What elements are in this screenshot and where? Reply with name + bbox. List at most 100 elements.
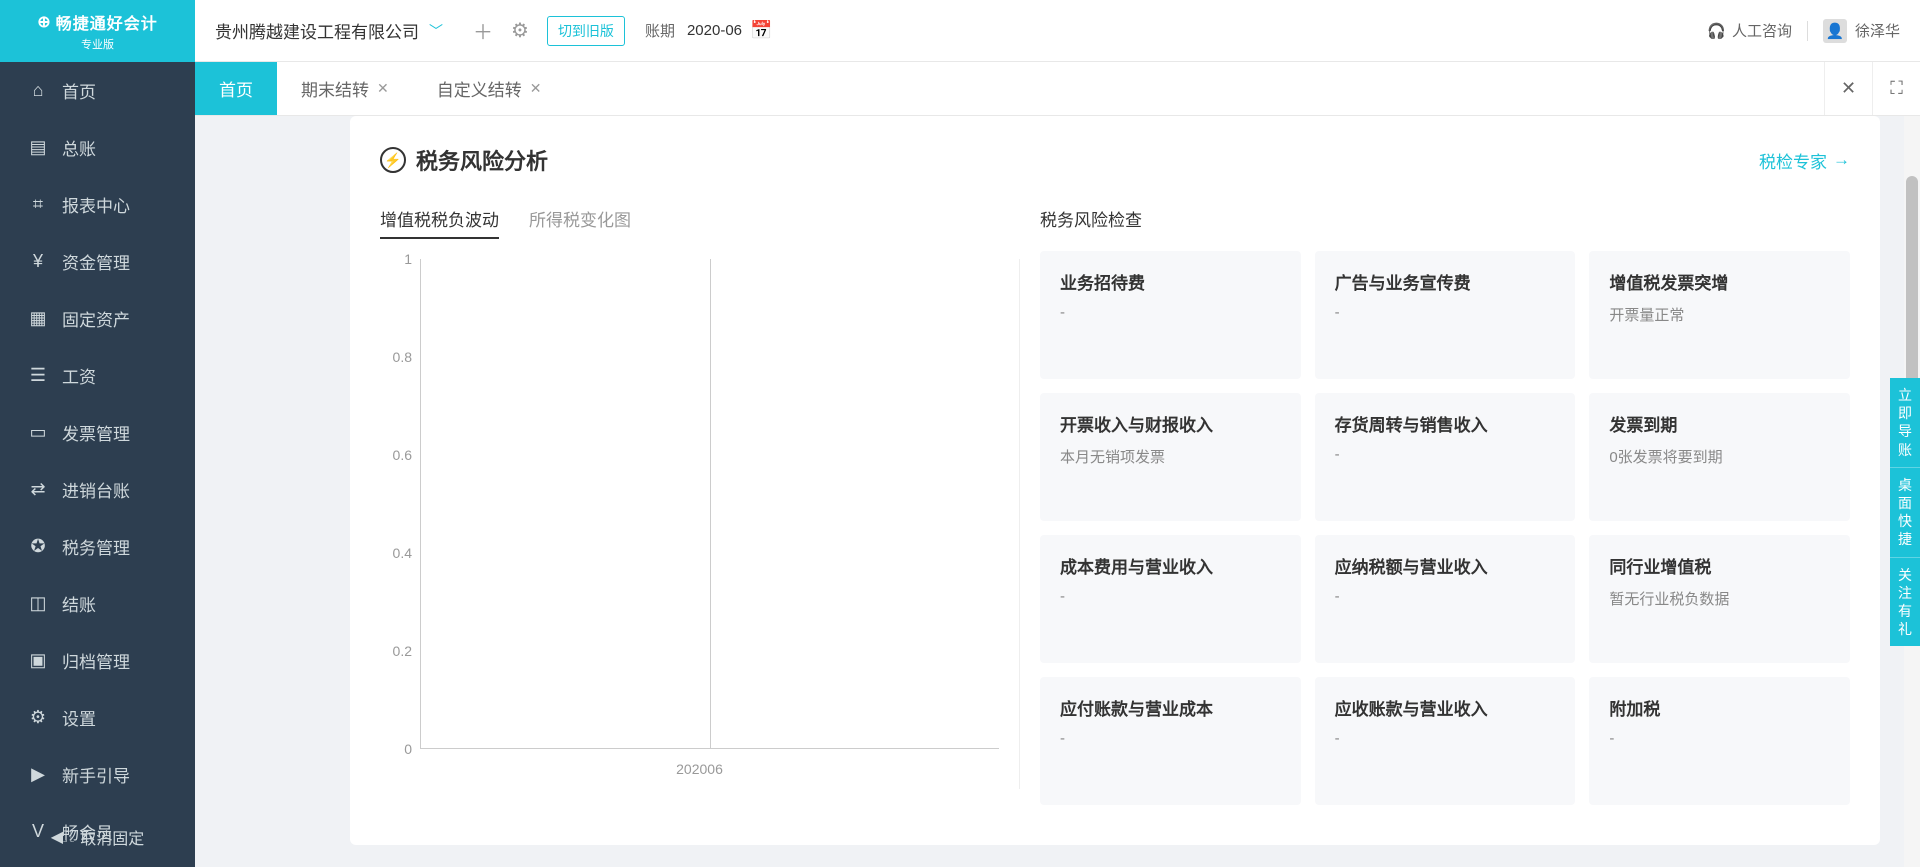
risk-card-value: - (1609, 730, 1830, 747)
sidebar-item-label: 报表中心 (62, 192, 130, 217)
tab-1[interactable]: 期末结转✕ (277, 62, 413, 115)
risk-card-value: - (1060, 730, 1281, 747)
risk-card-title: 应收账款与营业收入 (1335, 695, 1556, 720)
float-button-1[interactable]: 桌面快捷 (1890, 468, 1920, 558)
y-tick: 1 (404, 251, 412, 267)
y-tick: 0.6 (393, 447, 412, 463)
y-axis: 10.80.60.40.20 (380, 259, 420, 749)
panel-title: ⚡ 税务风险分析 (380, 144, 548, 176)
content-area: ⚡ 税务风险分析 税检专家 → 增值税税负波动所得税变化图 10.80.60.4… (195, 116, 1900, 867)
risk-card-10[interactable]: 应收账款与营业收入- (1315, 677, 1576, 805)
risk-cards-section: 税务风险检查 业务招待费-广告与业务宣传费-增值税发票突增开票量正常开票收入与财… (1040, 206, 1850, 805)
tab-label: 自定义结转 (437, 76, 522, 101)
user-name: 徐泽华 (1855, 20, 1900, 41)
float-button-0[interactable]: 立即导账 (1890, 378, 1920, 468)
sidebar-icon: ✪ (28, 536, 48, 557)
tabbar-right: ✕ ⛶ (1824, 62, 1920, 115)
tab-close-icon[interactable]: ✕ (377, 80, 389, 97)
old-version-button[interactable]: 切到旧版 (547, 16, 625, 46)
sidebar-icon: ⌂ (28, 80, 48, 101)
sidebar-item-2[interactable]: ⌗报表中心 (0, 176, 195, 233)
float-button-2[interactable]: 关注有礼 (1890, 558, 1920, 647)
sidebar-icon: ☰ (28, 365, 48, 386)
sidebar-item-label: 归档管理 (62, 648, 130, 673)
sidebar-icon: ¥ (28, 251, 48, 272)
risk-card-3[interactable]: 开票收入与财报收入本月无销项发票 (1040, 393, 1301, 521)
sidebar-item-12[interactable]: ▶新手引导 (0, 746, 195, 803)
cards-section-title: 税务风险检查 (1040, 206, 1850, 231)
cards-grid: 业务招待费-广告与业务宣传费-增值税发票突增开票量正常开票收入与财报收入本月无销… (1040, 251, 1850, 805)
logo-bar: ⊕ 畅捷通好会计 专业版 (0, 0, 195, 62)
company-selector[interactable]: 贵州腾越建设工程有限公司 (215, 18, 419, 43)
risk-card-title: 应付账款与营业成本 (1060, 695, 1281, 720)
risk-card-title: 发票到期 (1609, 411, 1830, 436)
help-link[interactable]: 🎧 人工咨询 (1707, 20, 1792, 41)
risk-card-value: - (1335, 304, 1556, 321)
sidebar-icon: ◫ (28, 593, 48, 614)
risk-card-1[interactable]: 广告与业务宣传费- (1315, 251, 1576, 379)
risk-card-11[interactable]: 附加税- (1589, 677, 1850, 805)
risk-card-title: 成本费用与营业收入 (1060, 553, 1281, 578)
sidebar-footer-label: 取消固定 (80, 825, 144, 849)
y-tick: 0.4 (393, 545, 412, 561)
risk-card-title: 开票收入与财报收入 (1060, 411, 1281, 436)
risk-card-value: 暂无行业税负数据 (1609, 588, 1830, 609)
settings-icon[interactable]: ⚙ (511, 18, 529, 43)
sidebar-item-label: 税务管理 (62, 534, 130, 559)
tab-0[interactable]: 首页 (195, 62, 277, 115)
add-icon[interactable]: ＋ (473, 16, 493, 45)
logo-text: 畅捷通好会计 (56, 10, 158, 34)
period-value[interactable]: 2020-06 (687, 22, 742, 39)
risk-card-7[interactable]: 应纳税额与营业收入- (1315, 535, 1576, 663)
risk-card-6[interactable]: 成本费用与营业收入 - (1040, 535, 1301, 663)
risk-card-0[interactable]: 业务招待费- (1040, 251, 1301, 379)
y-tick: 0.2 (393, 643, 412, 659)
risk-card-2[interactable]: 增值税发票突增开票量正常 (1589, 251, 1850, 379)
chart-tab-1[interactable]: 所得税变化图 (529, 206, 631, 239)
sidebar-item-1[interactable]: ▤总账 (0, 119, 195, 176)
bolt-icon: ⚡ (380, 147, 406, 173)
tab-close-icon[interactable]: ✕ (530, 80, 542, 97)
sidebar-item-label: 资金管理 (62, 249, 130, 274)
y-tick: 0 (404, 741, 412, 757)
tabbar: 首页期末结转✕ 自定义结转 ✕ ✕ ⛶ (195, 62, 1920, 116)
sidebar-item-3[interactable]: ¥ 资金管理 (0, 233, 195, 290)
user-menu[interactable]: 👤 徐泽华 (1823, 19, 1900, 43)
tabs-close-all-icon[interactable]: ✕ (1824, 62, 1872, 115)
sidebar-item-8[interactable]: ✪ 税务管理 (0, 518, 195, 575)
risk-card-value: - (1335, 446, 1556, 463)
company-dropdown-icon[interactable]: ﹀ (429, 21, 443, 41)
tab-2[interactable]: 自定义结转 ✕ (413, 62, 566, 115)
panel-link-text: 税检专家 (1759, 148, 1827, 173)
sidebar-item-label: 固定资产 (62, 306, 130, 331)
risk-card-8[interactable]: 同行业增值税暂无行业税负数据 (1589, 535, 1850, 663)
sidebar-item-11[interactable]: ⚙设置 (0, 689, 195, 746)
risk-card-4[interactable]: 存货周转与销售收入- (1315, 393, 1576, 521)
sidebar-item-10[interactable]: ▣ 归档管理 (0, 632, 195, 689)
sidebar-icon: ⚙ (28, 707, 48, 728)
risk-card-9[interactable]: 应付账款与营业成本 - (1040, 677, 1301, 805)
topbar: 贵州腾越建设工程有限公司 ﹀ ＋ ⚙ 切到旧版 账期 2020-06 📅 🎧 人… (195, 0, 1920, 62)
panel-title-text: 税务风险分析 (416, 144, 548, 176)
sidebar-item-5[interactable]: ☰工资 (0, 347, 195, 404)
sidebar-item-9[interactable]: ◫结账 (0, 575, 195, 632)
risk-card-value: - (1060, 588, 1281, 605)
chart-tabs: 增值税税负波动所得税变化图 (380, 206, 1020, 239)
tax-expert-link[interactable]: 税检专家 → (1759, 148, 1850, 173)
sidebar-item-6[interactable]: ▭发票管理 (0, 404, 195, 461)
x-axis-label: 202006 (676, 761, 723, 777)
sidebar-unpin[interactable]: ◀⎍ 取消固定 (0, 807, 195, 867)
chart-plot (420, 259, 999, 749)
sidebar-item-4[interactable]: ▦ 固定资产 (0, 290, 195, 347)
fullscreen-icon[interactable]: ⛶ (1872, 62, 1920, 115)
risk-card-5[interactable]: 发票到期0张发票将要到期 (1589, 393, 1850, 521)
sidebar-icon: ▶ (28, 764, 48, 785)
chart-tab-0[interactable]: 增值税税负波动 (380, 206, 499, 239)
sidebar-item-7[interactable]: ⇄进销台账 (0, 461, 195, 518)
sidebar-icon: ▣ (28, 650, 48, 671)
sidebar-icon: ▦ (28, 308, 48, 329)
calendar-icon[interactable]: 📅 (750, 20, 772, 41)
chart-section: 增值税税负波动所得税变化图 10.80.60.40.20 202006 (380, 206, 1020, 805)
chart-area: 10.80.60.40.20 202006 (380, 259, 1020, 789)
sidebar-item-0[interactable]: ⌂首页 (0, 62, 195, 119)
